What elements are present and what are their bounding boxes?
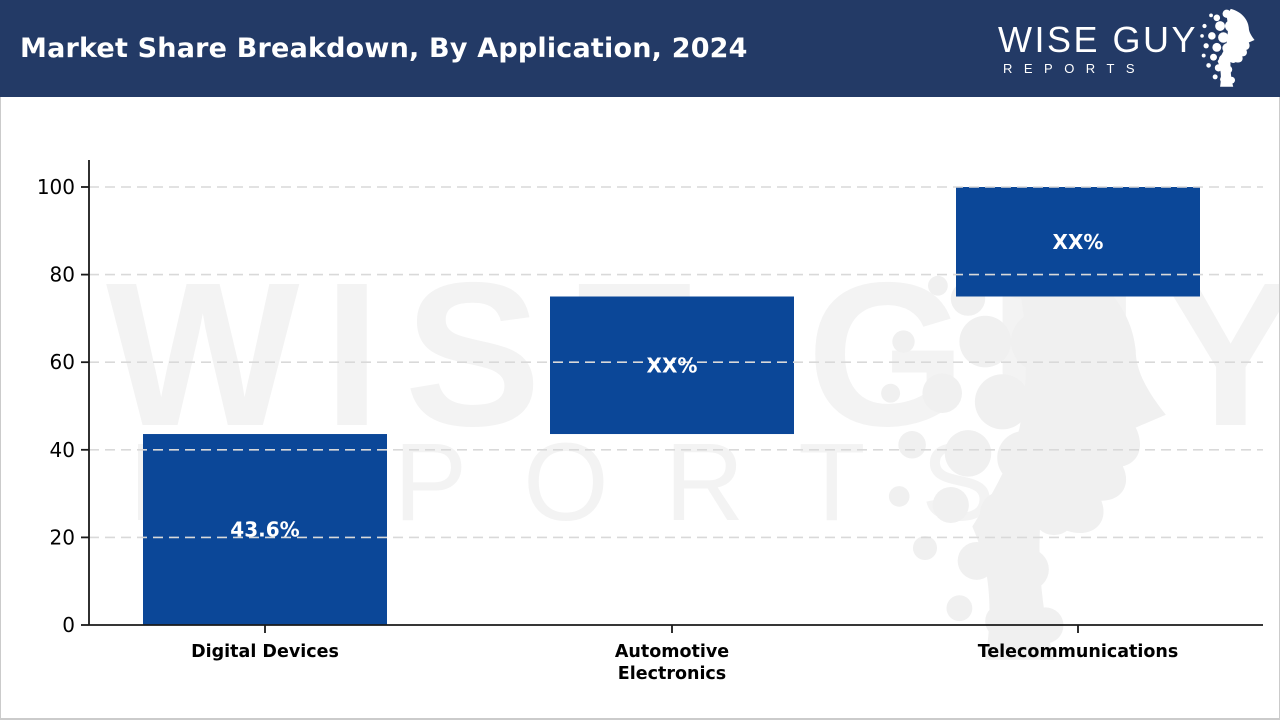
y-tick-label: 20 <box>50 525 75 549</box>
page-title: Market Share Breakdown, By Application, … <box>20 33 748 64</box>
y-tick-label: 0 <box>62 613 75 637</box>
logo-subtext: REPORTS <box>1002 60 1147 76</box>
header: Market Share Breakdown, By Application, … <box>0 0 1280 97</box>
x-category-label: Automotive Electronics <box>615 642 729 684</box>
x-category-label: Digital Devices <box>191 642 339 662</box>
y-tick-label: 40 <box>50 438 75 462</box>
bar-value-label: XX% <box>647 353 698 377</box>
y-tick-label: 100 <box>37 175 75 199</box>
bar-0 <box>143 434 387 625</box>
logo-text: WISE GUY REPORTS <box>997 18 1198 76</box>
wiseguy-logo: WISE GUY REPORTS <box>998 6 1266 92</box>
bar-1 <box>550 296 794 435</box>
y-tick-label: 80 <box>50 263 75 287</box>
bar-chart: 0 20 40 60 80 100 43.6% XX% XX% Digital Devices Au… <box>37 160 1263 684</box>
logo-wordmark: WISE GUY <box>997 18 1198 60</box>
bar-2 <box>956 187 1200 297</box>
wiseguy-head-icon <box>1200 8 1255 87</box>
bar-value-label: XX% <box>1053 230 1104 254</box>
x-category-label: Telecommunications <box>978 642 1179 662</box>
chart-area: WISE GUY REPORTS 02040608010043.6%XX%XX%… <box>0 97 1280 720</box>
bar-value-label: 43.6% <box>230 518 299 542</box>
y-tick-label: 60 <box>50 350 75 374</box>
